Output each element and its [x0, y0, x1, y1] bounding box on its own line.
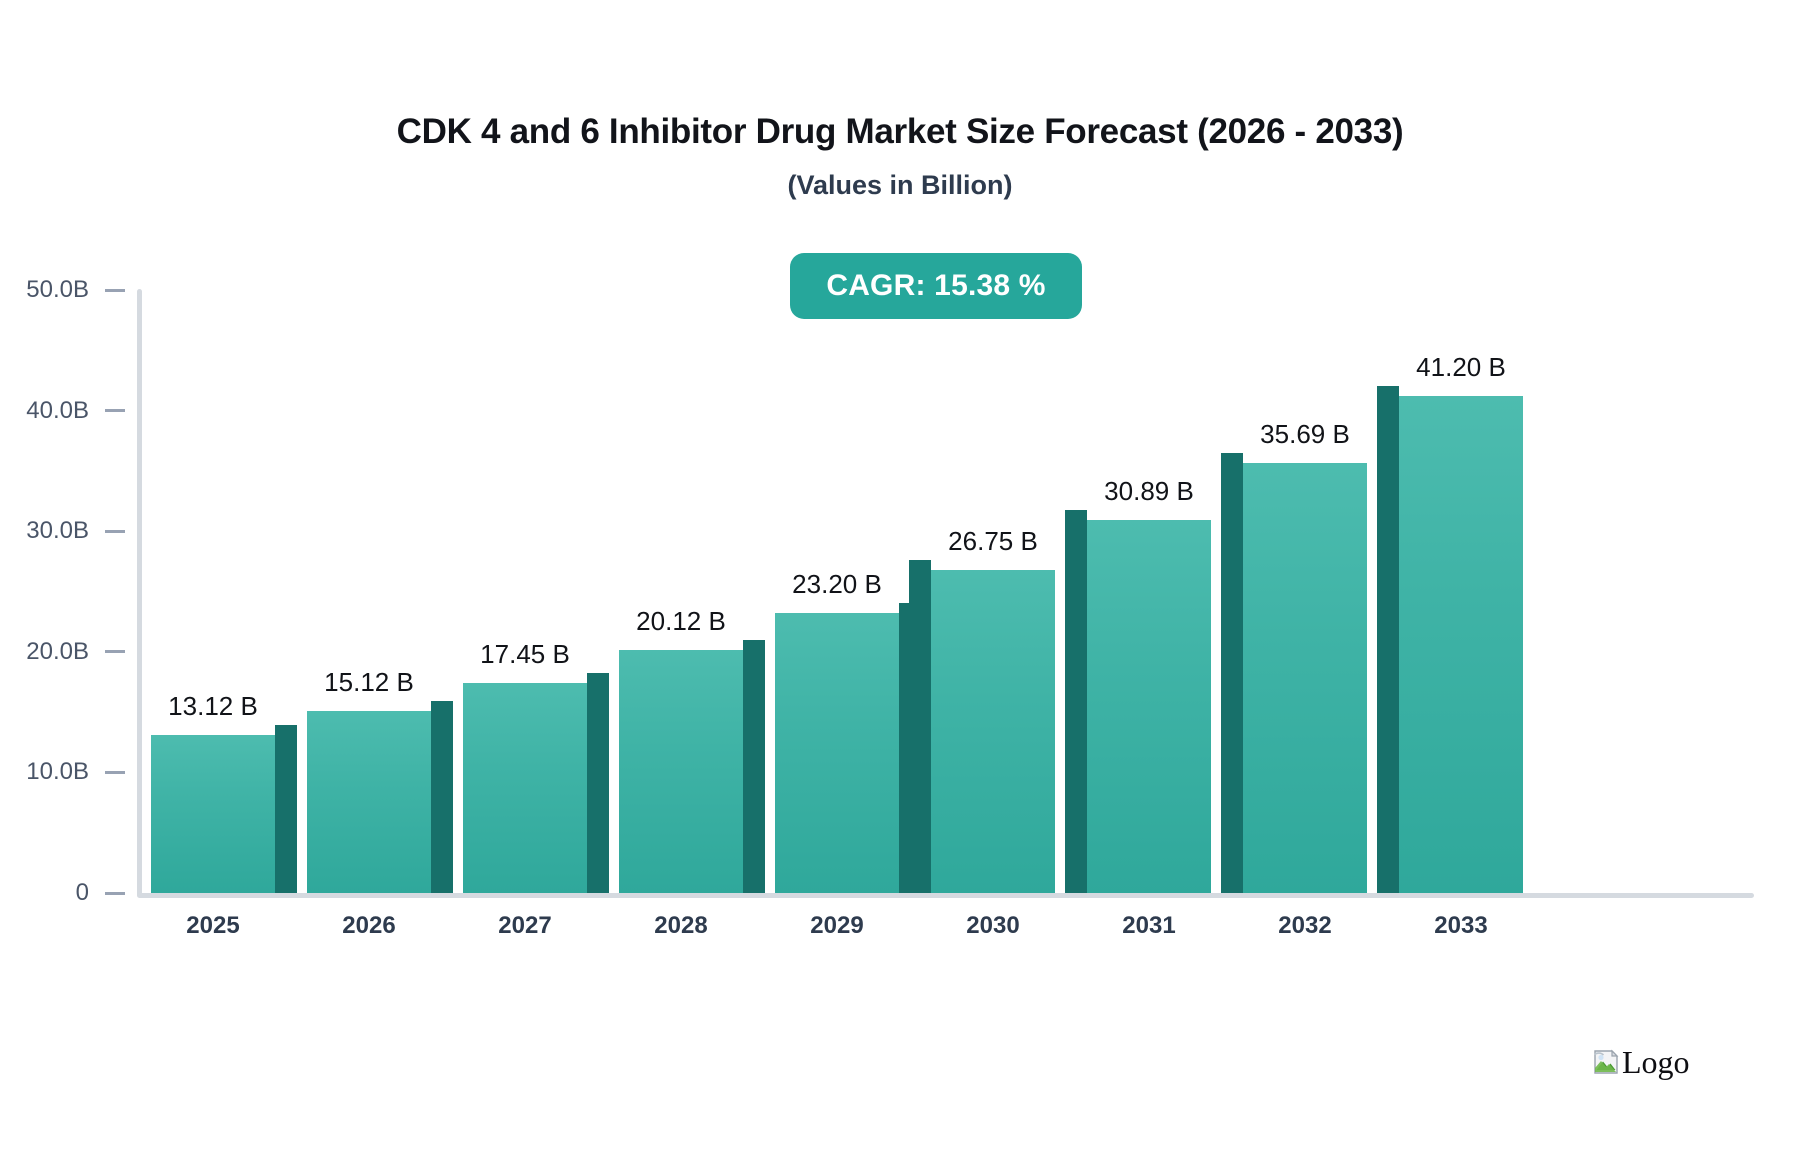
x-axis-label: 2031 [1122, 912, 1176, 939]
y-axis-tick: 30.0B [0, 517, 137, 545]
bar[interactable]: 23.20 B [775, 569, 921, 893]
bar-front-face [1243, 462, 1367, 893]
y-axis-tick-mark [105, 770, 125, 774]
y-axis-tick: 50.0B [0, 276, 137, 303]
bar-side-face [909, 560, 931, 893]
y-axis-tick: 0 [0, 879, 137, 906]
cagr-badge: CAGR: 15.38 % [790, 253, 1082, 319]
y-axis-tick: 40.0B [0, 396, 137, 424]
chart-subtitle: (Values in Billion) [787, 170, 1013, 200]
x-axis-label: 2025 [186, 912, 240, 939]
y-axis-line [137, 289, 142, 897]
bar-side-face [587, 672, 609, 893]
bar-side-face [1221, 452, 1243, 893]
bar-front-face [775, 613, 899, 893]
bar-value-label: 20.12 B [636, 606, 726, 637]
y-axis-tick-label: 50.0B [26, 276, 89, 303]
bar[interactable]: 41.20 B [1377, 352, 1523, 893]
bar-side-face [743, 640, 765, 893]
y-axis-tick-label: 0 [75, 879, 89, 906]
bar-front-face [1087, 520, 1211, 893]
bar-front-face [619, 650, 743, 893]
bar-value-label: 13.12 B [168, 690, 258, 721]
x-axis-label: 2032 [1278, 912, 1332, 939]
bar-side-face [275, 724, 297, 893]
x-axis-label: 2027 [498, 912, 552, 939]
y-axis-tick-label: 10.0B [26, 758, 89, 786]
y-axis-tick-mark [105, 288, 125, 292]
bar[interactable]: 30.89 B [1065, 476, 1211, 893]
y-axis-tick-mark [105, 650, 125, 654]
x-axis-label: 2028 [654, 912, 708, 939]
bar-value-label: 17.45 B [480, 638, 570, 669]
bar-front-face [931, 570, 1055, 893]
bar-value-label: 15.12 B [324, 666, 414, 697]
bar-value-label: 41.20 B [1416, 352, 1506, 383]
x-axis-label: 2029 [810, 912, 864, 939]
bar-front-face [1399, 396, 1523, 893]
chart-title: CDK 4 and 6 Inhibitor Drug Market Size F… [396, 112, 1404, 151]
y-axis-tick: 20.0B [0, 637, 137, 665]
x-axis-line [137, 893, 1754, 898]
bar-front-face [151, 734, 275, 893]
bar-value-label: 35.69 B [1260, 418, 1350, 449]
bar-side-face [1065, 510, 1087, 893]
x-axis-label: 2033 [1434, 912, 1488, 939]
bar[interactable]: 13.12 B [151, 691, 297, 893]
logo-alt-text: Logo [1622, 1044, 1690, 1080]
bar-front-face [307, 710, 431, 893]
bar[interactable]: 17.45 B [463, 639, 609, 893]
x-axis-label: 2026 [342, 912, 396, 939]
bar-value-label: 26.75 B [948, 526, 1038, 557]
y-axis-tick-label: 30.0B [26, 517, 89, 545]
y-axis-tick-mark [105, 409, 125, 413]
broken-image-icon [1592, 1048, 1620, 1076]
y-axis-tick-label: 40.0B [26, 396, 89, 424]
bar[interactable]: 35.69 B [1221, 419, 1367, 893]
y-axis-tick-mark [105, 529, 125, 533]
bar-side-face [1377, 386, 1399, 893]
y-axis-tick-label: 20.0B [26, 637, 89, 665]
y-axis-tick: 10.0B [0, 758, 137, 786]
bar-value-label: 30.89 B [1104, 476, 1194, 507]
bar-value-label: 23.20 B [792, 569, 882, 600]
y-axis-tick-mark [105, 891, 125, 895]
bar[interactable]: 20.12 B [619, 606, 765, 893]
x-axis-label: 2030 [966, 912, 1020, 939]
logo-placeholder: Logo [1592, 1046, 1690, 1078]
bar-front-face [463, 682, 587, 893]
bar[interactable]: 26.75 B [909, 526, 1055, 893]
bar-side-face [431, 700, 453, 893]
bar[interactable]: 15.12 B [307, 667, 453, 893]
